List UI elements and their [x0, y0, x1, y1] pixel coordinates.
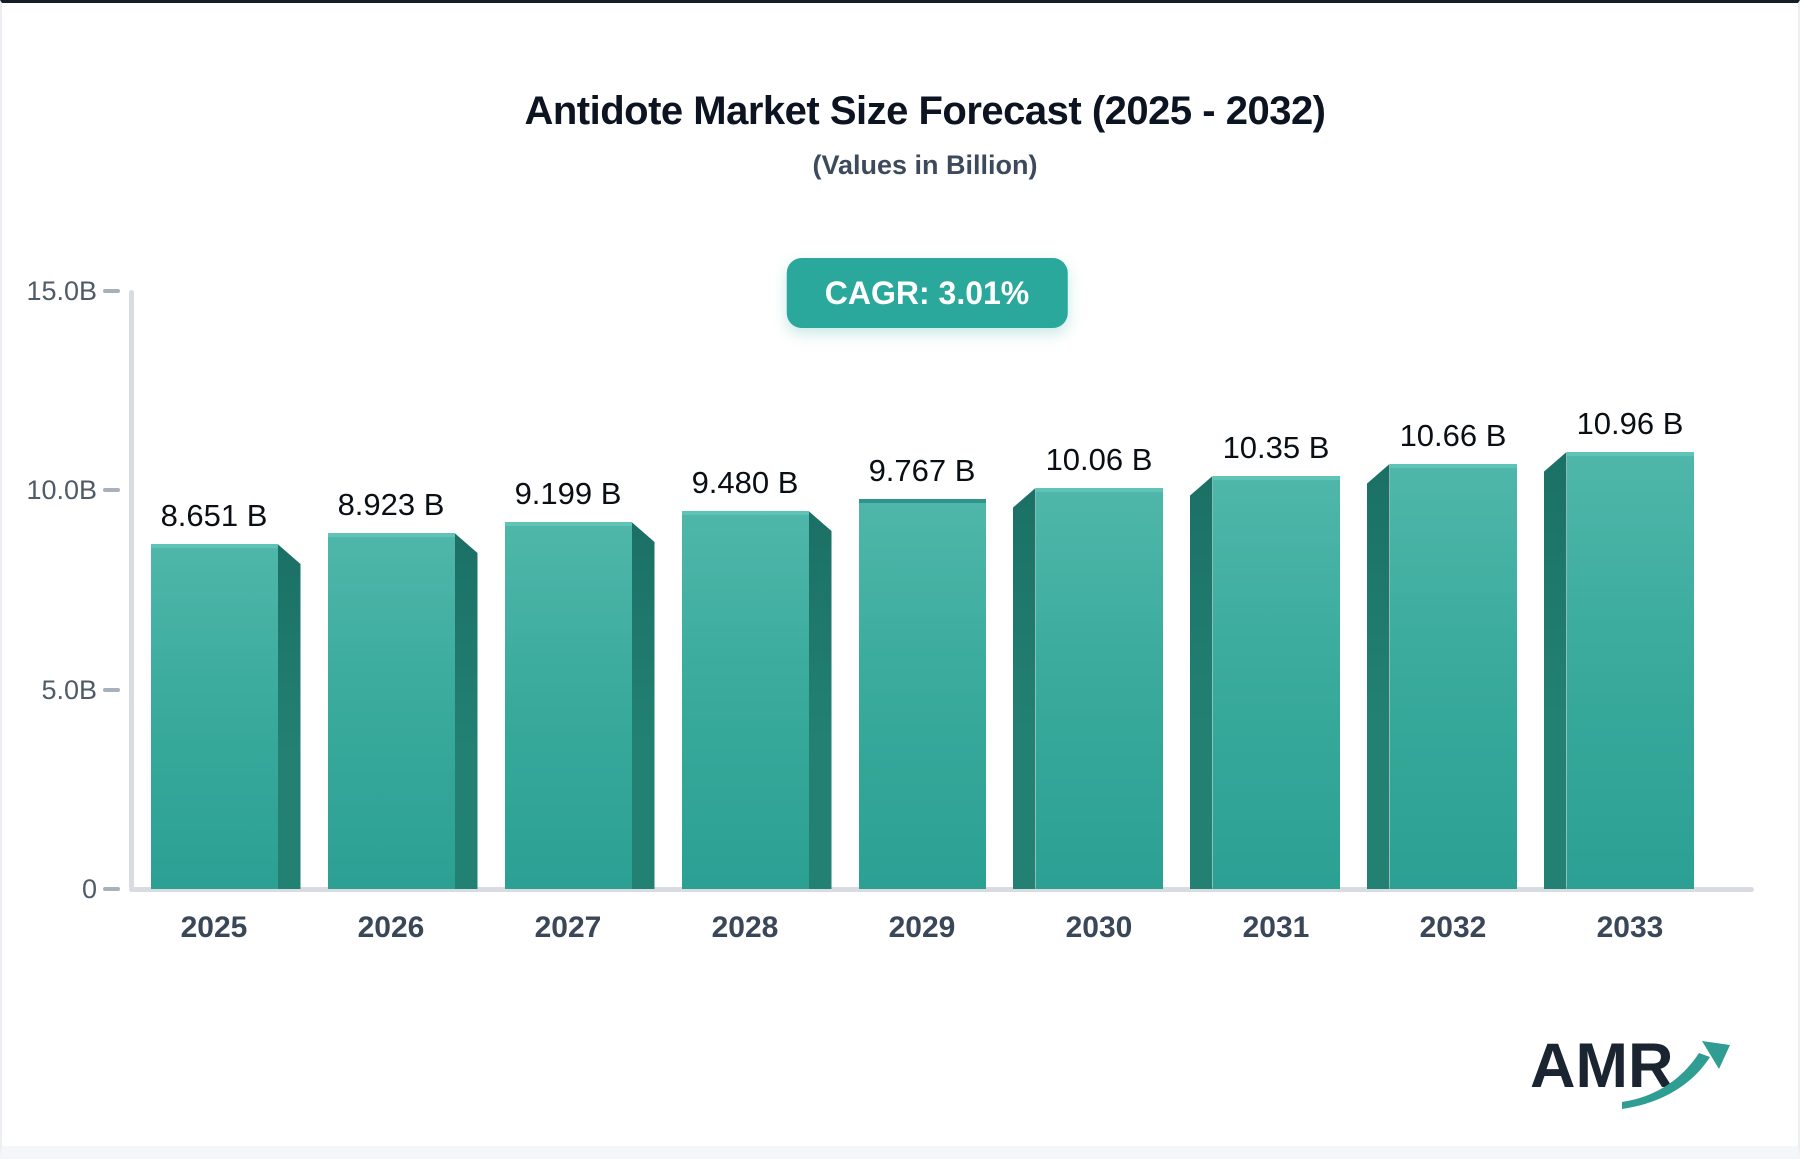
bar-group: 9.480 B 2028 — [635, 3, 855, 1159]
y-tick-label: 15.0B — [26, 275, 97, 306]
bar-value-label: 8.651 B — [160, 498, 268, 533]
bar-value-label: 10.35 B — [1222, 430, 1330, 465]
x-axis-label: 2031 — [1242, 911, 1310, 944]
chart-subtitle: (Values in Billion) — [812, 150, 1038, 180]
x-axis-label: 2026 — [357, 911, 425, 944]
y-tick-label: 10.0B — [26, 475, 97, 505]
x-axis-label: 2025 — [180, 911, 248, 944]
bar-value-label: 10.06 B — [1045, 442, 1153, 477]
bar-top-edge — [858, 499, 986, 503]
x-axis-label: 2033 — [1596, 911, 1664, 944]
y-tick-mark — [103, 488, 120, 492]
bar-value-label: 8.923 B — [337, 487, 445, 522]
amr-logo-text: AMR — [1530, 1031, 1674, 1101]
bar-face — [1566, 452, 1694, 889]
bar-group: 9.199 B 2027 — [458, 3, 678, 1159]
chart-title: Antidote Market Size Forecast (2025 - 20… — [524, 89, 1326, 133]
bar-face — [1212, 476, 1340, 889]
y-tick-label: 0 — [81, 874, 97, 904]
bar-side-face — [454, 533, 478, 889]
chart-header: Antidote Market Size Forecast (2025 - 20… — [2, 3, 1798, 181]
bar-side-face — [1012, 488, 1036, 889]
bar-top-edge — [327, 533, 455, 537]
bar-top-edge — [1212, 476, 1340, 480]
bar-top-edge — [1389, 464, 1517, 468]
bar-group: 10.96 B 2033 — [1520, 3, 1740, 1159]
bar-face — [327, 533, 455, 889]
x-axis-label: 2027 — [534, 911, 602, 944]
cagr-badge-label: CAGR: 3.01% — [824, 274, 1030, 311]
y-tick-mark — [103, 288, 120, 293]
bar-side-face — [1543, 452, 1567, 889]
bar-value-label: 9.767 B — [868, 453, 976, 488]
bar-face — [1389, 464, 1517, 889]
bar-value-label: 10.66 B — [1399, 418, 1507, 453]
bar-top-edge — [681, 511, 809, 515]
x-axis-label: 2028 — [711, 911, 779, 944]
bar-face — [858, 499, 986, 889]
bar-side-face — [1366, 464, 1390, 889]
bar-group: 10.66 B 2032 — [1343, 3, 1563, 1159]
x-axis-label: 2032 — [1419, 911, 1487, 944]
bar-group: 8.651 B 2025 — [104, 3, 324, 1159]
x-axis-label: 2029 — [888, 911, 956, 944]
bar-side-face — [1189, 476, 1213, 889]
bar-top-edge — [1566, 452, 1694, 456]
chart-area: 15.0B 10.0B 5.0B 0 8.651 B 2025 8.923 B 2026 9.1… — [2, 3, 1800, 1159]
amr-logo: AMR — [1530, 1031, 1730, 1119]
bar-top-edge — [504, 522, 632, 526]
bar-group: 9.767 B 2029 — [812, 3, 1032, 1159]
bar-top-edge — [1035, 488, 1163, 492]
y-tick-label: 5.0B — [41, 674, 97, 705]
y-tick-mark — [103, 887, 120, 891]
bar-group: 8.923 B 2026 — [281, 3, 501, 1159]
bar-group: 10.06 B 2030 — [989, 3, 1209, 1159]
bar-face — [1035, 488, 1163, 889]
bar-group: 10.35 B 2031 — [1166, 3, 1386, 1159]
bar-face — [504, 522, 632, 889]
bar-face — [681, 511, 809, 889]
bar-side-face — [277, 544, 301, 889]
bar-value-label: 10.96 B — [1576, 406, 1684, 441]
bar-face — [150, 544, 278, 889]
bar-side-face — [808, 511, 832, 889]
y-axis-line — [129, 290, 134, 889]
y-tick-mark — [103, 687, 120, 692]
x-axis-line — [129, 887, 1754, 892]
bar-side-face — [631, 522, 655, 889]
x-axis-label: 2030 — [1065, 911, 1133, 944]
bar-top-edge — [150, 544, 278, 548]
cagr-badge: CAGR: 3.01% — [786, 258, 1068, 328]
amr-logo-arrow-icon — [1622, 1041, 1730, 1109]
bar-value-label: 9.480 B — [691, 465, 799, 500]
bar-value-label: 9.199 B — [514, 476, 622, 511]
